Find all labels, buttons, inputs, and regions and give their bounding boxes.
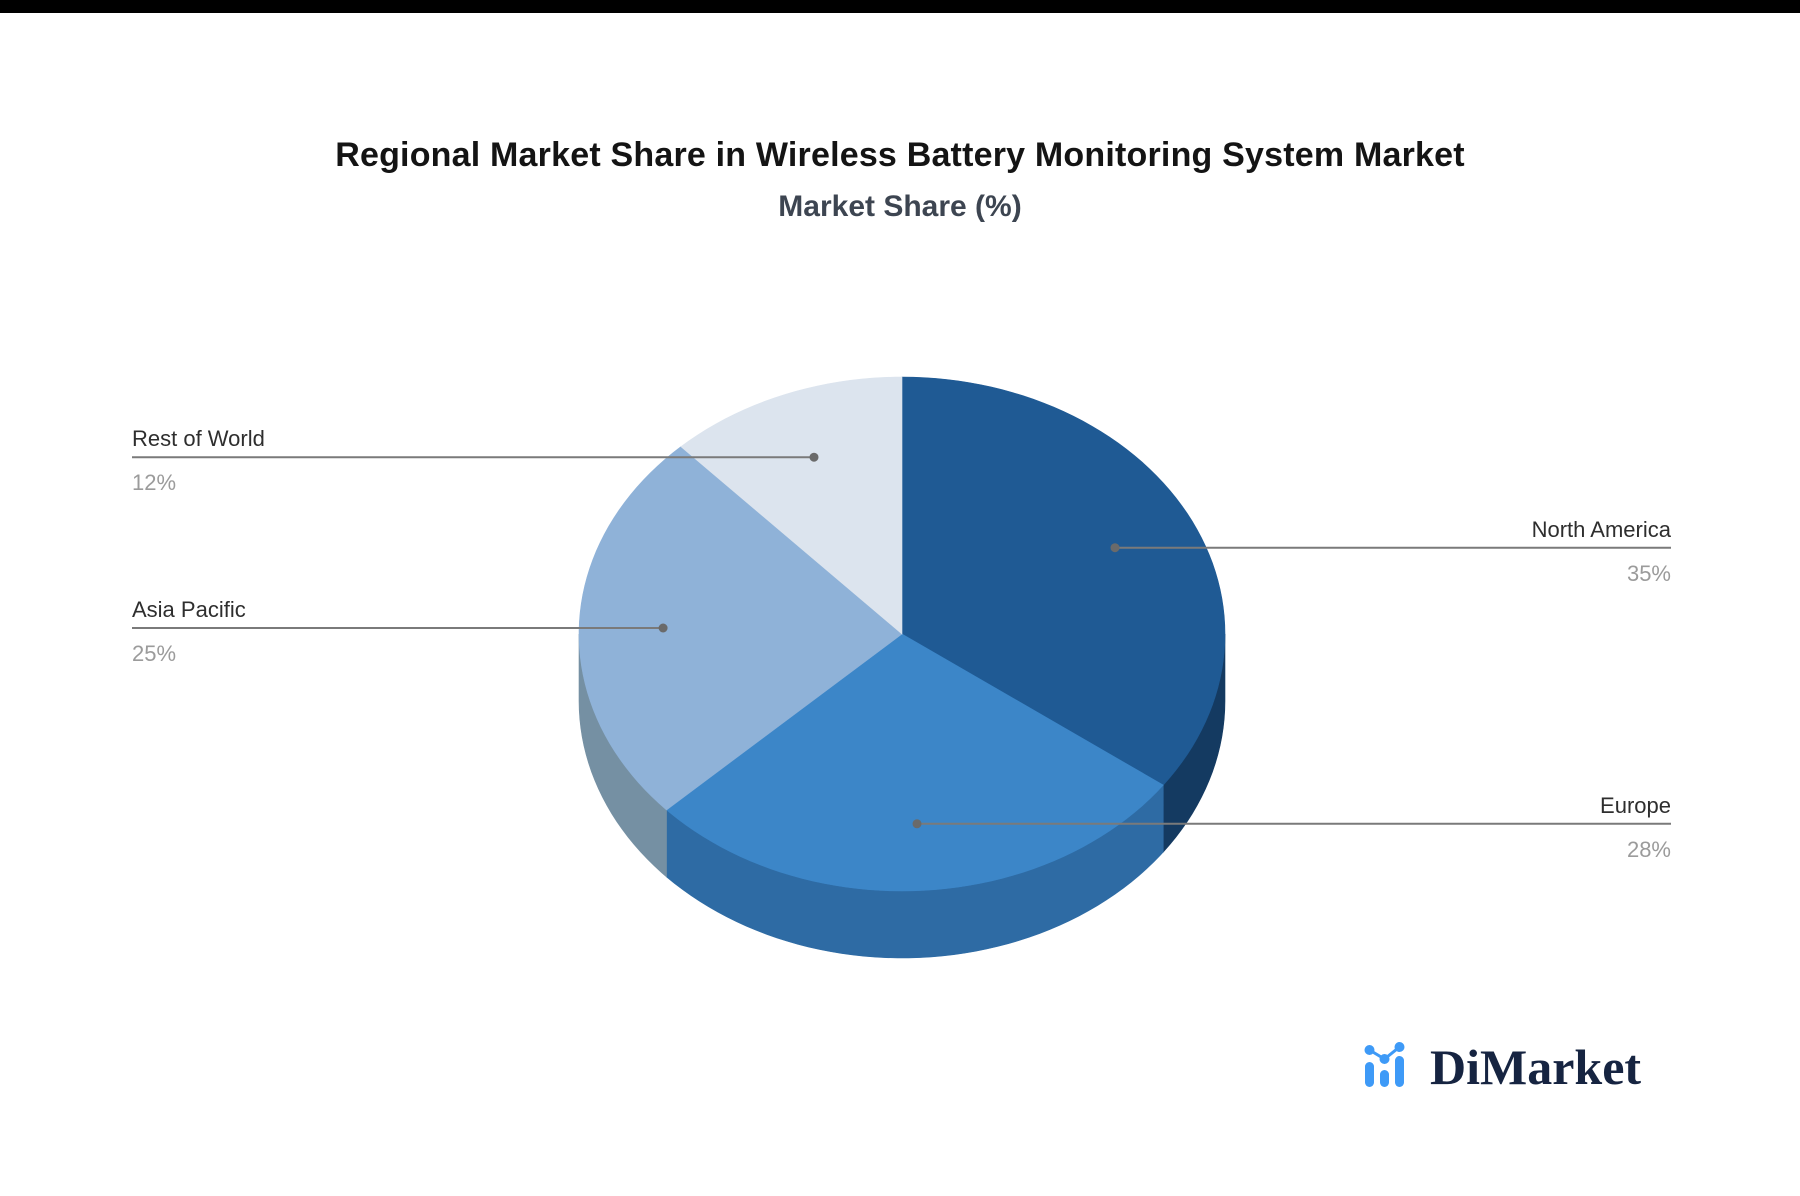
pie-slice-europe (666, 633, 1164, 892)
slice-value-asia-pacific: 25% (132, 641, 177, 667)
bar-chart-logo-icon (1364, 1042, 1405, 1087)
leader-dot-north-america (1110, 543, 1120, 553)
slice-value-europe: 28% (1626, 836, 1671, 862)
pie-slice-asia-pacific (578, 446, 903, 811)
slice-label-rest-of-world: Rest of World (132, 426, 265, 452)
leader-dot-europe (912, 819, 922, 829)
top-border-bar (0, 0, 1800, 13)
leader-dot-asia-pacific (658, 623, 668, 633)
logo-text: DiMarket (1430, 1039, 1642, 1095)
slice-value-rest-of-world: 12% (132, 470, 177, 496)
slice-label-north-america: North America (1531, 516, 1671, 542)
chart-title: Regional Market Share in Wireless Batter… (335, 136, 1465, 174)
slice-label-europe: Europe (1600, 792, 1671, 818)
pie-slice-north-america (901, 376, 1226, 786)
dimarket-logo: DiMarket (1355, 1036, 1655, 1106)
slice-label-asia-pacific: Asia Pacific (132, 597, 246, 623)
slice-value-north-america: 35% (1626, 560, 1671, 586)
pie-slice-rest-of-world (680, 376, 903, 635)
leader-dot-rest-of-world (809, 452, 819, 462)
chart-subtitle: Market Share (%) (778, 190, 1022, 223)
